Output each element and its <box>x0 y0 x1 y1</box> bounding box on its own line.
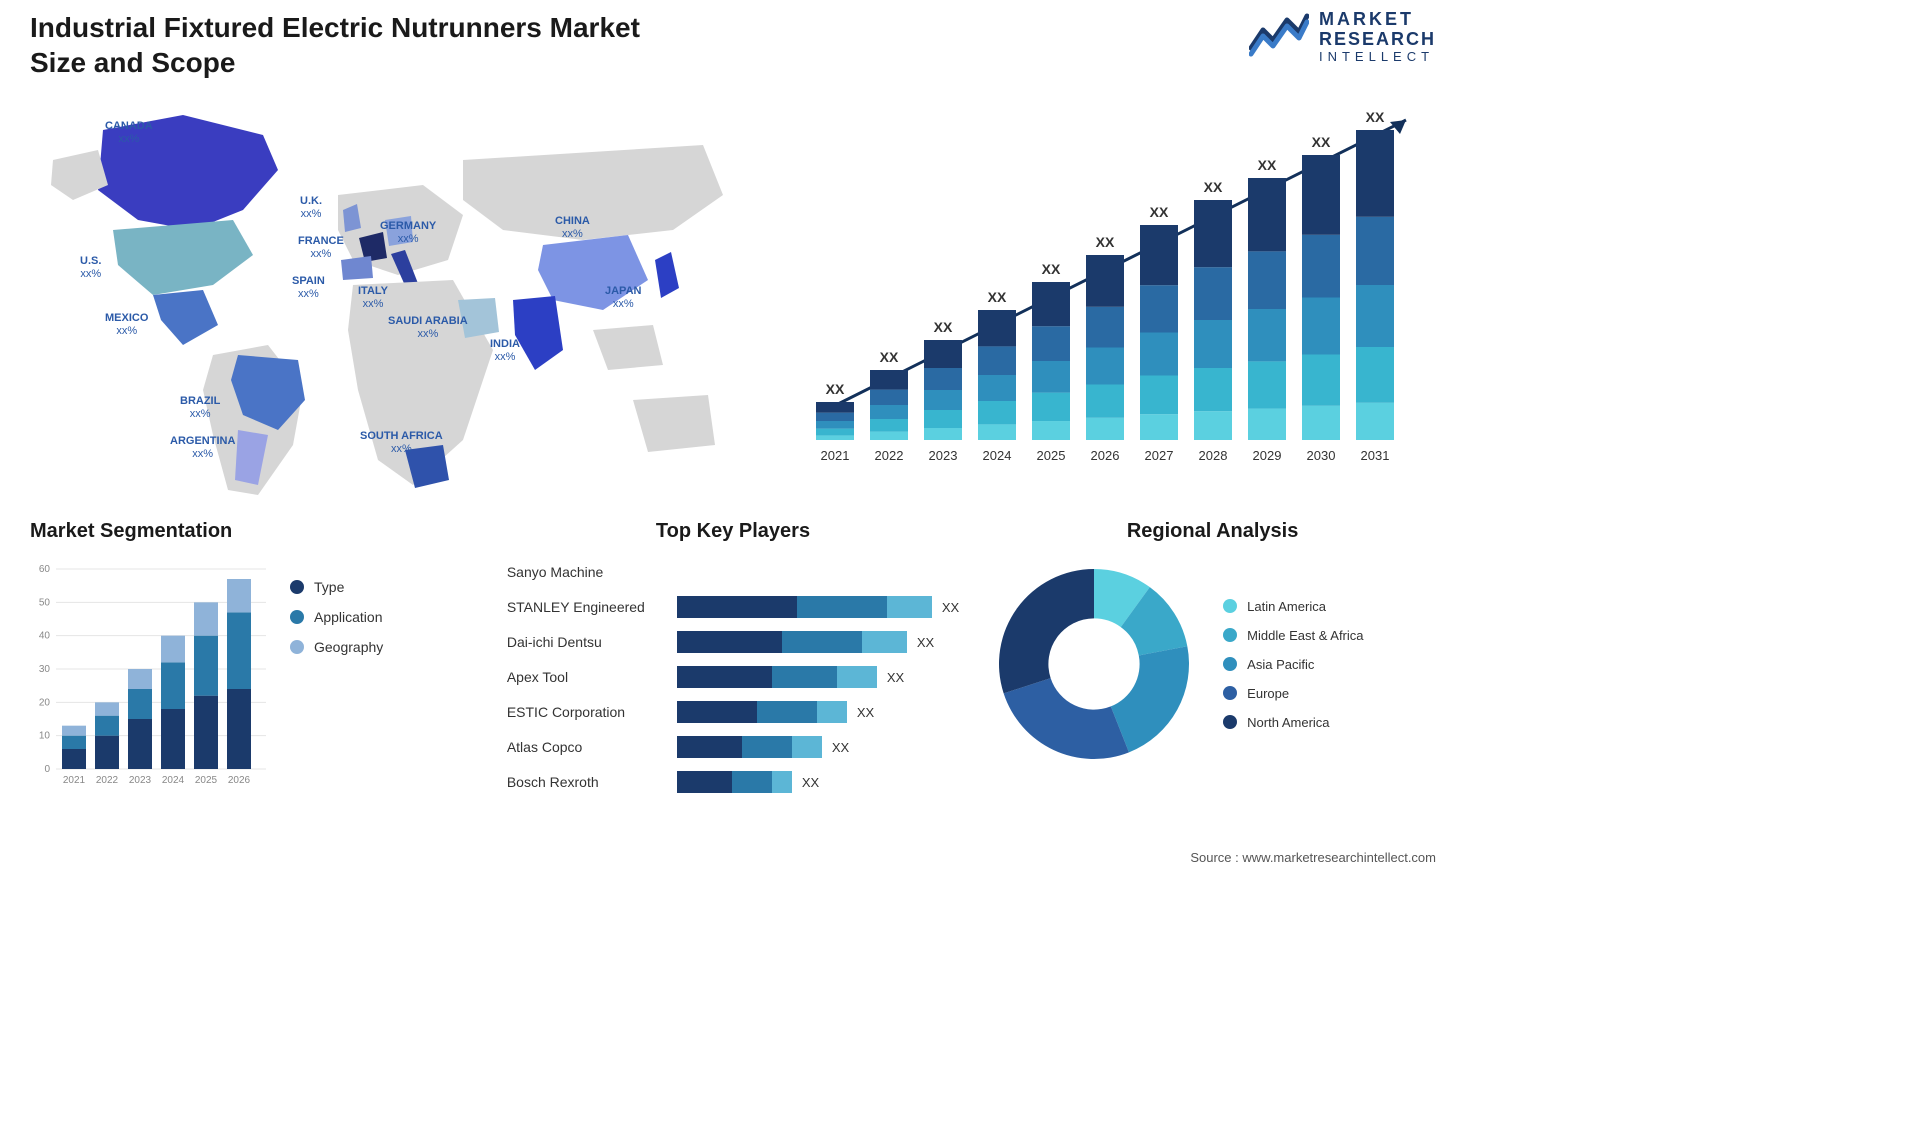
player-name: STANLEY Engineered <box>507 599 677 615</box>
svg-text:2031: 2031 <box>1361 448 1390 463</box>
svg-text:XX: XX <box>1366 109 1385 125</box>
svg-text:2024: 2024 <box>983 448 1012 463</box>
svg-text:XX: XX <box>1096 234 1115 250</box>
player-row: Dai-ichi DentsuXX <box>507 629 959 655</box>
map-label-mexico: MEXICOxx% <box>105 312 148 337</box>
map-label-u-s-: U.S.xx% <box>80 255 101 280</box>
logo-line1: MARKET <box>1319 10 1436 30</box>
page-title: Industrial Fixtured Electric Nutrunners … <box>30 10 680 80</box>
svg-text:2025: 2025 <box>195 775 218 786</box>
svg-text:2026: 2026 <box>228 775 251 786</box>
top-row: CANADAxx% U.S.xx% MEXICOxx% BRAZILxx% ARGENT… <box>30 100 1436 500</box>
svg-text:2022: 2022 <box>96 775 119 786</box>
svg-text:10: 10 <box>39 731 51 742</box>
regional-panel: Regional Analysis Latin America Middle Ea… <box>989 520 1436 820</box>
svg-text:20: 20 <box>39 697 51 708</box>
svg-text:60: 60 <box>39 564 51 575</box>
player-name: Atlas Copco <box>507 739 677 755</box>
player-row: Sanyo Machine <box>507 559 959 585</box>
map-label-india: INDIAxx% <box>490 338 520 363</box>
logo-text: MARKET RESEARCH INTELLECT <box>1319 10 1436 64</box>
svg-text:XX: XX <box>826 381 845 397</box>
svg-text:2024: 2024 <box>162 775 185 786</box>
map-label-japan: JAPANxx% <box>605 285 641 310</box>
svg-text:2028: 2028 <box>1199 448 1228 463</box>
player-row: Apex ToolXX <box>507 664 959 690</box>
segmentation-legend: Type Application Geography <box>290 579 383 789</box>
player-row: Bosch RexrothXX <box>507 769 959 795</box>
svg-text:30: 30 <box>39 664 51 675</box>
map-label-u-k-: U.K.xx% <box>300 195 322 220</box>
svg-text:2025: 2025 <box>1037 448 1066 463</box>
bottom-row: Market Segmentation 0 10 20 30 40 50 60 2021 202… <box>30 520 1436 820</box>
svg-text:2021: 2021 <box>63 775 86 786</box>
growth-bar-chart: XX 2021 XX 2022 XX 2023 XX 2024 XX 2025 XX 2026 XX 20… <box>796 100 1436 500</box>
logo-line2: RESEARCH <box>1319 30 1436 50</box>
player-name: ESTIC Corporation <box>507 704 677 720</box>
svg-text:2023: 2023 <box>129 775 152 786</box>
map-label-italy: ITALYxx% <box>358 285 388 310</box>
map-label-saudi-arabia: SAUDI ARABIAxx% <box>388 315 468 340</box>
player-row: Atlas CopcoXX <box>507 734 959 760</box>
regional-legend-item: Europe <box>1223 686 1363 701</box>
growth-svg: XX 2021 XX 2022 XX 2023 XX 2024 XX 2025 XX 2026 XX 20… <box>796 100 1436 480</box>
header: Industrial Fixtured Electric Nutrunners … <box>30 10 1436 80</box>
svg-text:XX: XX <box>1150 204 1169 220</box>
segmentation-panel: Market Segmentation 0 10 20 30 40 50 60 2021 202… <box>30 520 477 820</box>
player-row: ESTIC CorporationXX <box>507 699 959 725</box>
map-label-south-africa: SOUTH AFRICAxx% <box>360 430 443 455</box>
map-label-spain: SPAINxx% <box>292 275 325 300</box>
regional-legend-item: Middle East & Africa <box>1223 628 1363 643</box>
svg-text:2022: 2022 <box>875 448 904 463</box>
player-name: Sanyo Machine <box>507 564 677 580</box>
regional-legend-item: Latin America <box>1223 599 1363 614</box>
map-label-germany: GERMANYxx% <box>380 220 436 245</box>
svg-text:XX: XX <box>988 289 1007 305</box>
svg-text:XX: XX <box>934 319 953 335</box>
seg-legend-geography: Geography <box>290 639 383 655</box>
svg-text:2026: 2026 <box>1091 448 1120 463</box>
logo-mark-icon <box>1249 10 1309 63</box>
svg-text:XX: XX <box>1042 261 1061 277</box>
svg-text:XX: XX <box>1258 157 1277 173</box>
regional-title: Regional Analysis <box>989 520 1436 543</box>
player-row: STANLEY EngineeredXX <box>507 594 959 620</box>
segmentation-title: Market Segmentation <box>30 520 477 543</box>
source-label: Source : www.marketresearchintellect.com <box>1190 850 1436 865</box>
seg-legend-type: Type <box>290 579 383 595</box>
world-map: CANADAxx% U.S.xx% MEXICOxx% BRAZILxx% ARGENT… <box>30 100 756 500</box>
svg-text:2030: 2030 <box>1307 448 1336 463</box>
brand-logo: MARKET RESEARCH INTELLECT <box>1249 10 1436 64</box>
svg-text:40: 40 <box>39 631 51 642</box>
map-label-brazil: BRAZILxx% <box>180 395 220 420</box>
svg-text:XX: XX <box>880 349 899 365</box>
svg-text:XX: XX <box>1204 179 1223 195</box>
svg-text:2029: 2029 <box>1253 448 1282 463</box>
svg-text:2023: 2023 <box>929 448 958 463</box>
players-panel: Top Key Players Sanyo Machine STANLEY Eng… <box>507 520 959 820</box>
regional-legend-item: Asia Pacific <box>1223 657 1363 672</box>
svg-text:0: 0 <box>44 764 50 775</box>
svg-text:2027: 2027 <box>1145 448 1174 463</box>
player-name: Bosch Rexroth <box>507 774 677 790</box>
logo-line3: INTELLECT <box>1319 50 1436 64</box>
map-label-argentina: ARGENTINAxx% <box>170 435 235 460</box>
player-name: Dai-ichi Dentsu <box>507 634 677 650</box>
map-label-france: FRANCExx% <box>298 235 344 260</box>
svg-text:50: 50 <box>39 597 51 608</box>
svg-text:XX: XX <box>1312 134 1331 150</box>
seg-legend-application: Application <box>290 609 383 625</box>
regional-legend: Latin America Middle East & Africa Asia Pa… <box>1223 599 1363 730</box>
svg-text:2021: 2021 <box>821 448 850 463</box>
map-label-china: CHINAxx% <box>555 215 590 240</box>
players-title: Top Key Players <box>507 520 959 543</box>
players-list: Sanyo Machine STANLEY EngineeredXX Dai-ich… <box>507 559 959 795</box>
player-name: Apex Tool <box>507 669 677 685</box>
map-label-canada: CANADAxx% <box>105 120 153 145</box>
regional-legend-item: North America <box>1223 715 1363 730</box>
regional-donut <box>989 559 1199 769</box>
segmentation-chart: 0 10 20 30 40 50 60 2021 2022 2023 2024 2025 2026 <box>30 559 270 789</box>
